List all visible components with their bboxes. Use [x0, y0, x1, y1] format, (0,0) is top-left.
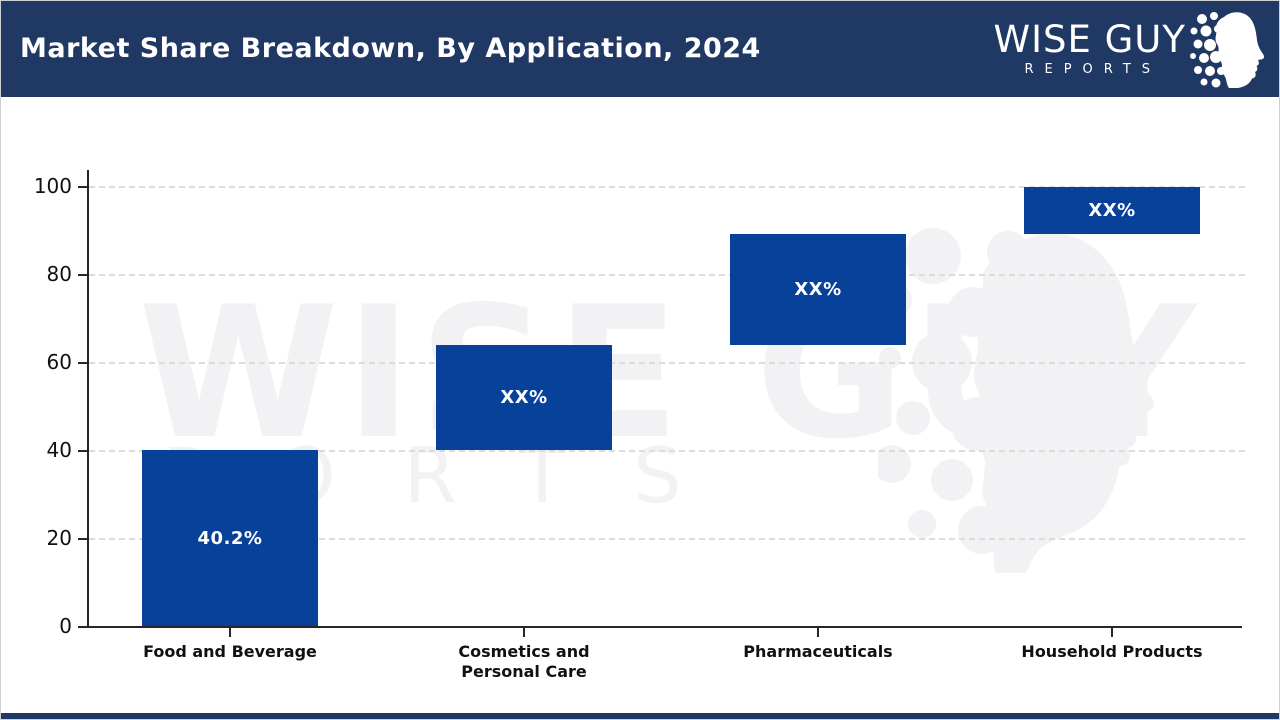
y-tick-mark — [78, 273, 87, 276]
y-tick-label: 0 — [59, 613, 72, 638]
page-title: Market Share Breakdown, By Application, … — [20, 33, 761, 64]
bar-value-label: 40.2% — [197, 527, 263, 549]
gridline-y-60 — [89, 361, 1245, 364]
logo-text: WISE GUY REPORTS — [993, 18, 1186, 77]
x-tick-mark — [817, 628, 819, 637]
bar-value-label: XX% — [500, 387, 548, 409]
x-axis — [87, 626, 1242, 628]
x-tick-mark — [523, 628, 525, 637]
y-tick-label: 40 — [46, 437, 72, 462]
bar-segment-1: 40.2% — [142, 449, 318, 627]
category-label-2: Cosmetics and Personal Care — [458, 642, 590, 681]
y-tick-mark — [78, 186, 87, 188]
logo-wordmark: WISE GUY — [993, 18, 1186, 62]
footer-bar — [0, 713, 1280, 720]
x-tick-mark — [229, 628, 231, 637]
watermark-head-graphic — [878, 228, 1155, 573]
logo-subtitle: REPORTS — [1024, 61, 1162, 77]
y-tick-label: 60 — [46, 349, 72, 374]
gridline-y-100 — [89, 186, 1245, 188]
y-tick-mark — [78, 361, 87, 364]
y-tick-mark — [78, 625, 87, 628]
bar-segment-3: XX% — [730, 234, 906, 346]
bar-segment-4: XX% — [1024, 187, 1200, 235]
gridline-y-40 — [89, 449, 1245, 452]
category-label-3: Pharmaceuticals — [743, 642, 893, 661]
wise-guy-reports-logo: WISE GUY REPORTS — [994, 8, 1266, 90]
gridline-y-20 — [89, 537, 1245, 540]
logo-head-icon — [1190, 12, 1265, 88]
y-tick-mark — [78, 537, 87, 540]
gridline-y-80 — [89, 273, 1245, 276]
y-tick-label: 20 — [46, 525, 72, 550]
y-tick-mark — [78, 449, 87, 452]
x-tick-mark — [1111, 628, 1113, 637]
y-tick-label: 80 — [46, 261, 72, 286]
header-banner: Market Share Breakdown, By Application, … — [0, 0, 1280, 97]
category-label-4: Household Products — [1021, 642, 1203, 661]
y-tick-label: 100 — [33, 174, 72, 198]
chart-plot-area: 0 20 40 60 80 100 40.2% XX% XX% XX% Food and Bever… — [0, 97, 1280, 713]
y-axis — [87, 170, 89, 627]
bar-segment-2: XX% — [436, 345, 612, 450]
bar-value-label: XX% — [794, 279, 842, 301]
category-label-1: Food and Beverage — [143, 642, 317, 661]
bar-value-label: XX% — [1088, 200, 1136, 221]
